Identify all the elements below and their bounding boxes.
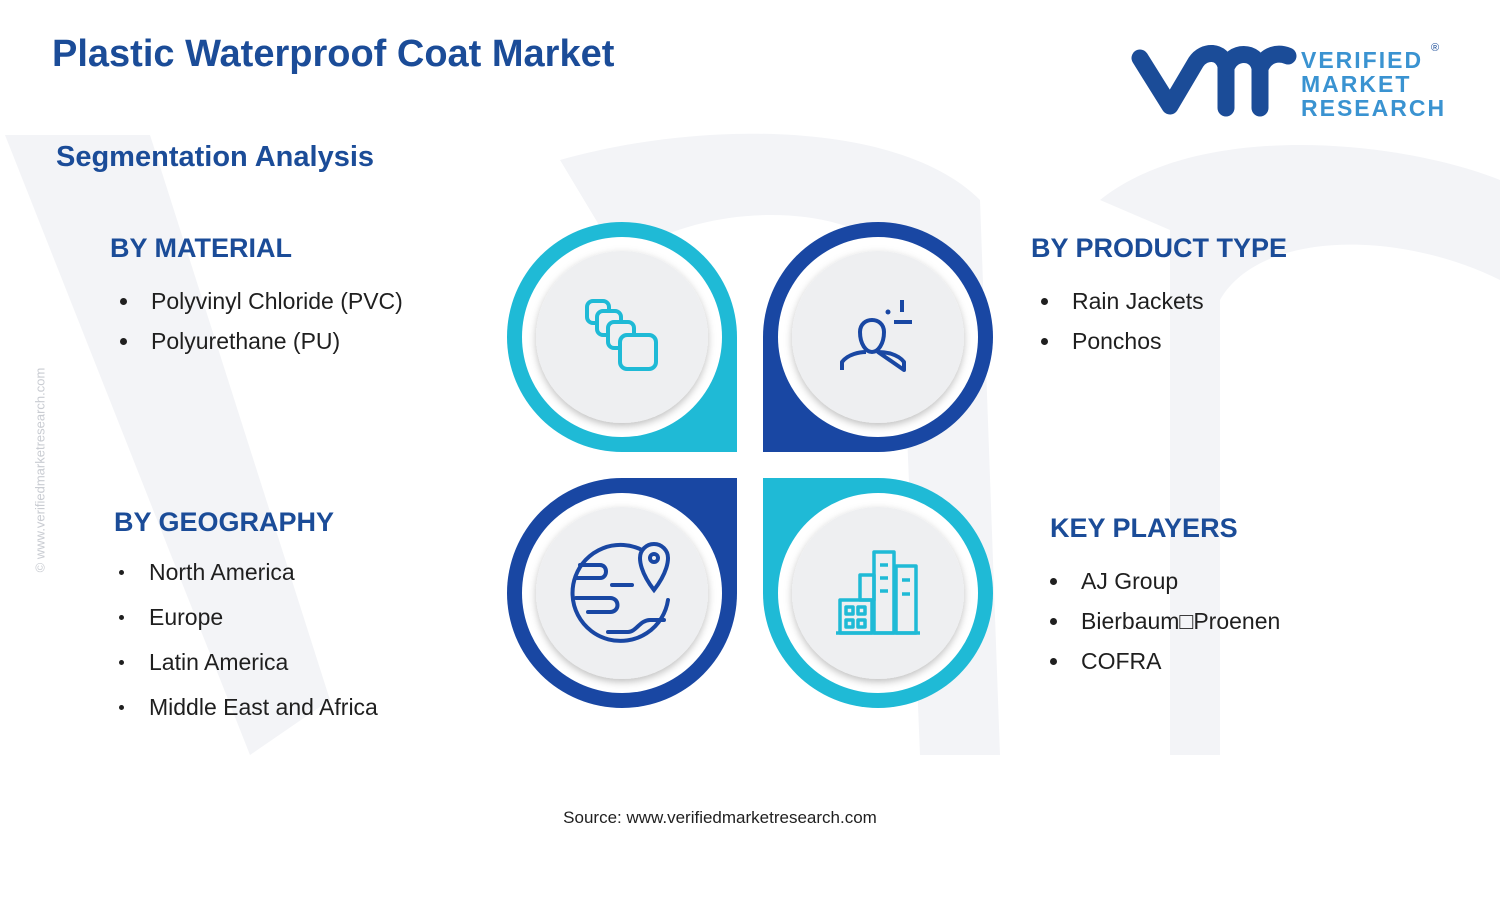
- segment-item: Rain Jackets: [1041, 287, 1204, 327]
- segment-item: Ponchos: [1041, 327, 1204, 367]
- segment-list: AJ Group Bierbaum□Proenen COFRA: [1050, 567, 1280, 687]
- segment-heading: BY PRODUCT TYPE: [1031, 233, 1288, 263]
- logo-text: RESEARCH: [1301, 95, 1447, 121]
- logo-text: VERIFIED: [1301, 47, 1424, 73]
- segment-heading: BY MATERIAL: [110, 233, 292, 263]
- quadrant-geography: [507, 478, 737, 708]
- logo-text: MARKET: [1301, 71, 1412, 97]
- segment-list: Polyvinyl Chloride (PVC) Polyurethane (P…: [120, 287, 403, 367]
- segment-item: AJ Group: [1050, 567, 1280, 607]
- segment-list: Rain Jackets Ponchos: [1041, 287, 1204, 367]
- segment-item: Bierbaum□Proenen: [1050, 607, 1280, 647]
- segment-item: Polyvinyl Chloride (PVC): [120, 287, 403, 327]
- segment-heading: KEY PLAYERS: [1050, 513, 1238, 543]
- logo-mark: [1131, 45, 1297, 117]
- segment-item: COFRA: [1050, 647, 1280, 687]
- watermark: © www.verifiedmarketresearch.com: [32, 367, 48, 573]
- segment-item: Polyurethane (PU): [120, 327, 403, 367]
- segment-item: Middle East and Africa: [115, 693, 378, 738]
- subtitle: Segmentation Analysis: [56, 141, 375, 173]
- segment-item: Latin America: [115, 648, 378, 693]
- segment-heading: BY GEOGRAPHY: [114, 507, 335, 537]
- segment-item: Europe: [115, 603, 378, 648]
- segment-list: North America Europe Latin America Middl…: [115, 558, 378, 738]
- title: Plastic Waterproof Coat Market: [52, 33, 615, 75]
- segment-item: North America: [115, 558, 378, 603]
- source: Source: www.verifiedmarketresearch.com: [563, 808, 877, 827]
- quadrant-material: [507, 222, 737, 452]
- quadrant-product-type: [763, 222, 993, 452]
- logo-registered: ®: [1431, 42, 1440, 54]
- quadrant-key-players: [763, 478, 993, 708]
